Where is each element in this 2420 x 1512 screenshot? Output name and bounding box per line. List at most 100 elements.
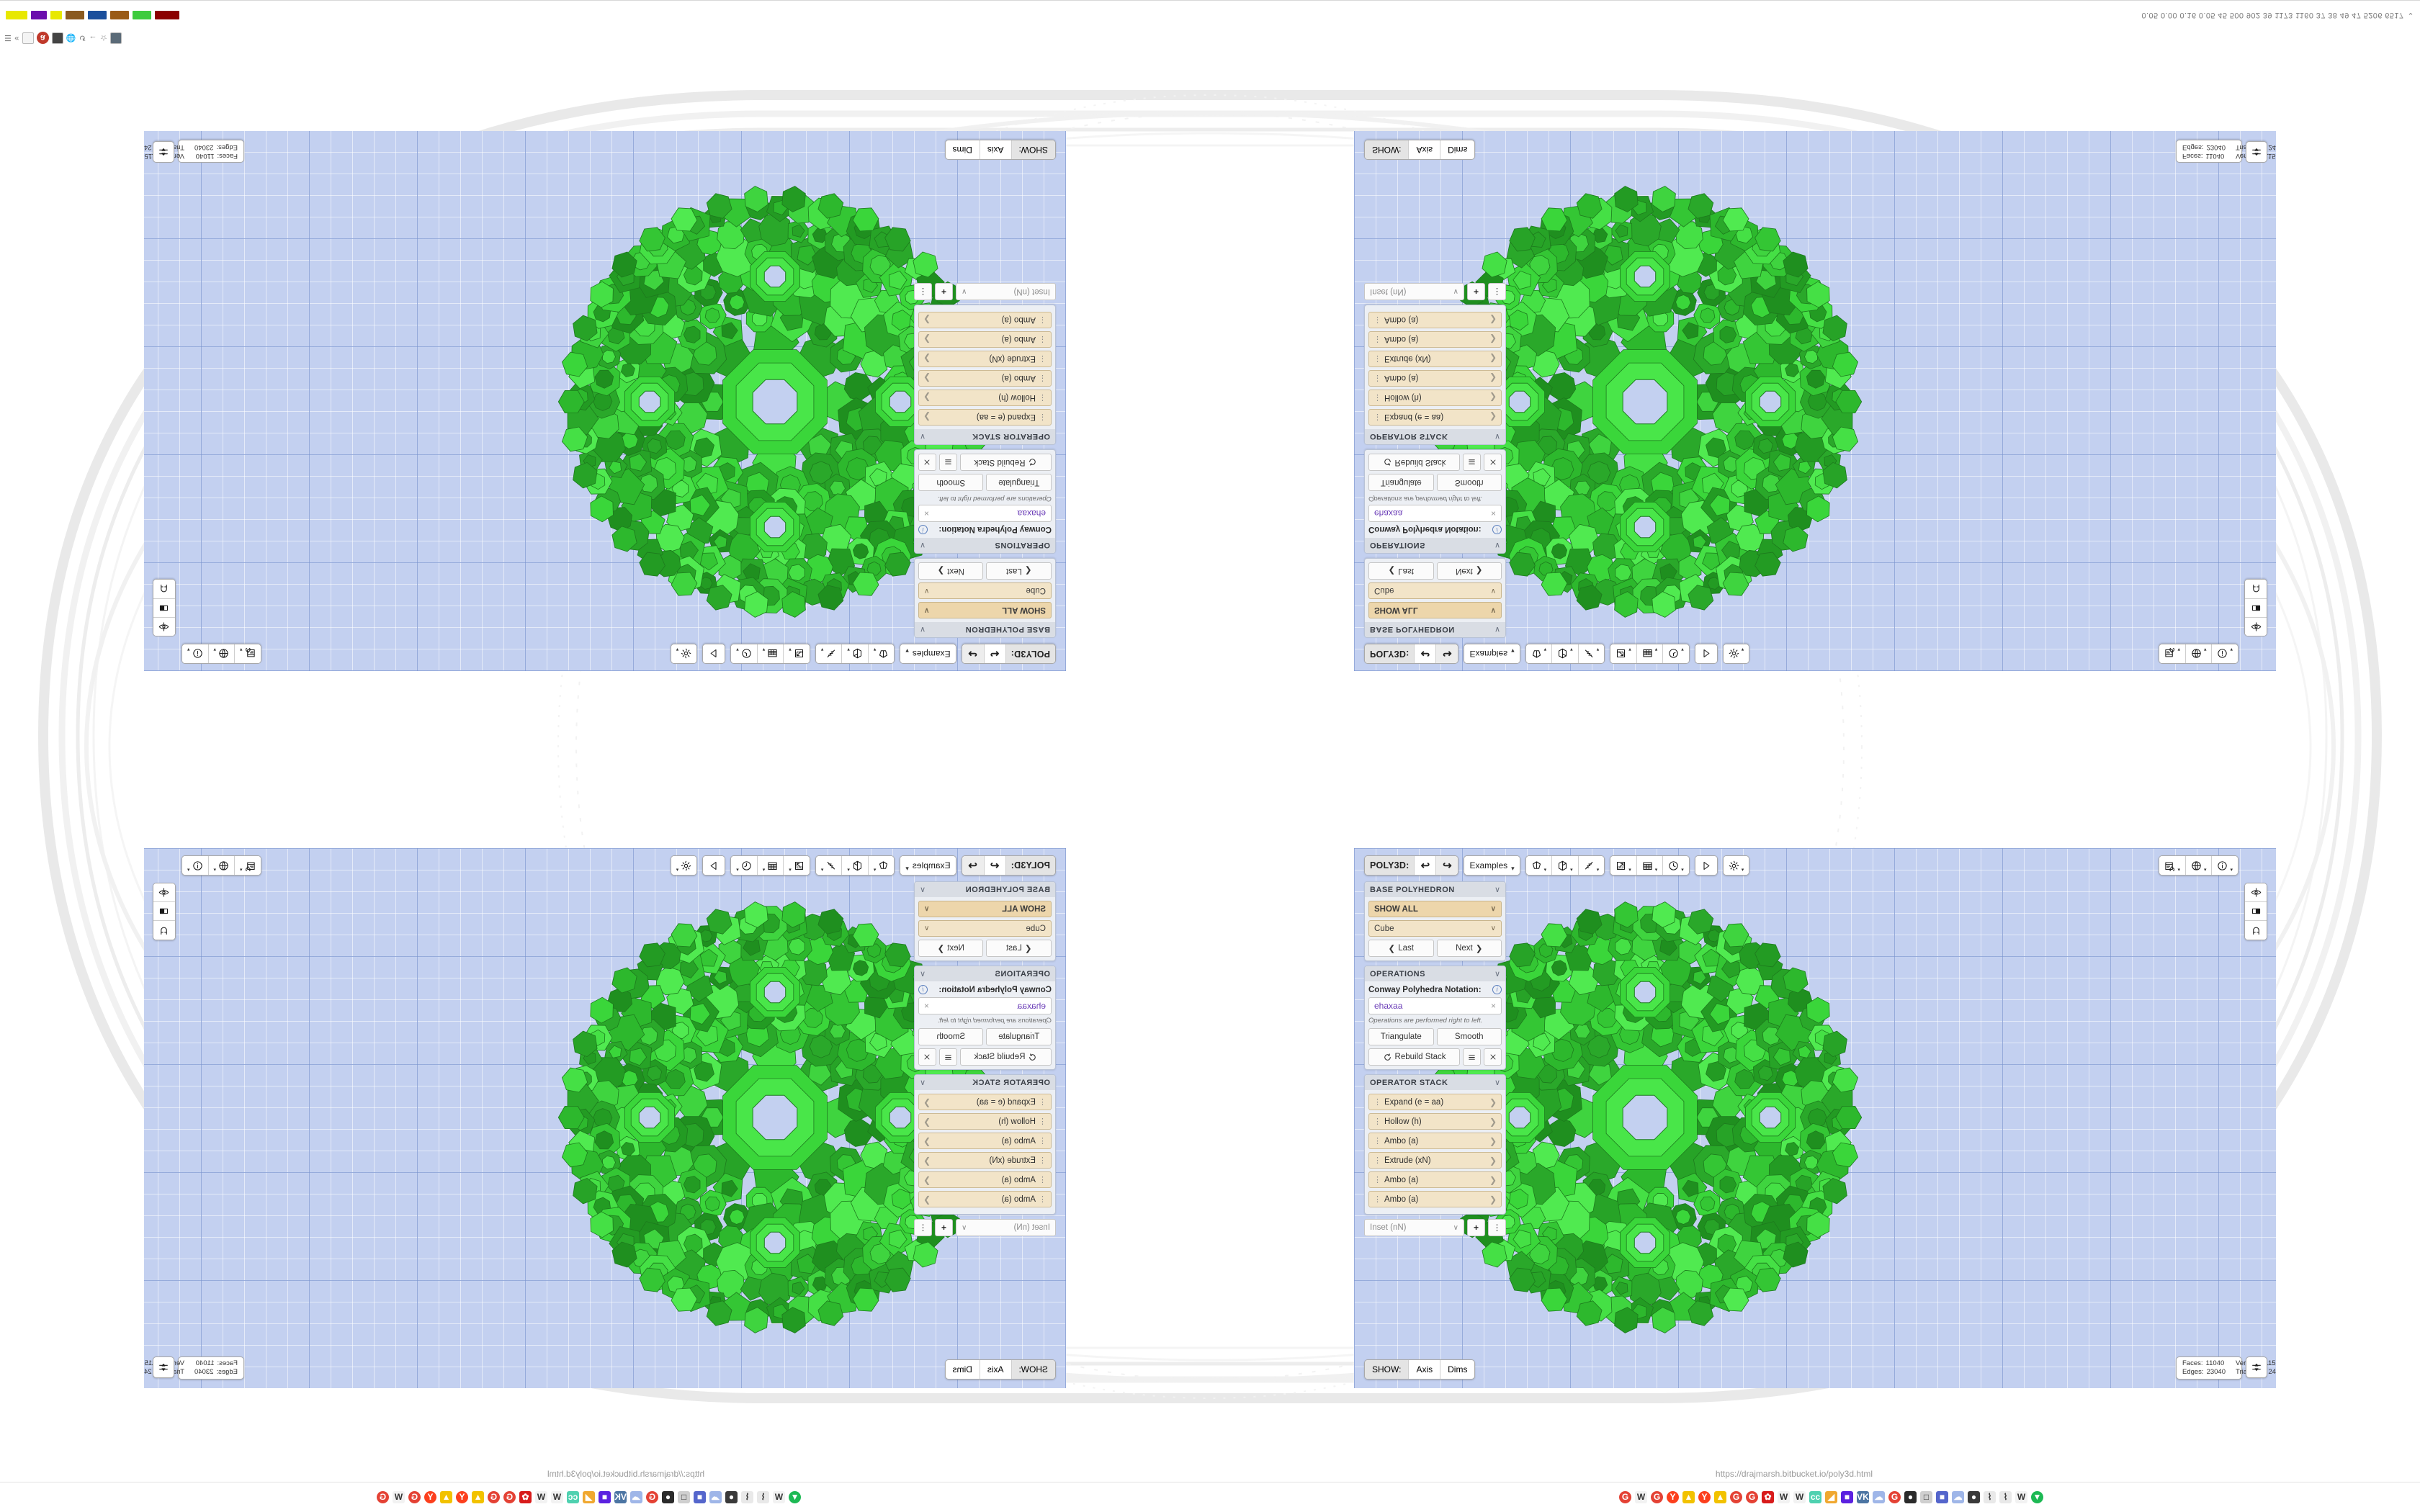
edges-view-button[interactable]: ▾ [815, 856, 842, 875]
cloud-icon[interactable]: ☁ [630, 1491, 642, 1503]
shape-select[interactable]: Cube ∨ [918, 582, 1052, 599]
app-window-bottom-left[interactable]: POLY3D: ↩ ↪ Examples ▾ ▾ ▾ ▾ EXP ▾ ▾ ▾ ▾ ▾ ▾ ▾ BASE POLY… [144, 848, 1066, 1388]
list-view-button[interactable] [1463, 454, 1481, 471]
rebuild-stack-button[interactable]: Rebuild Stack [1368, 1048, 1460, 1066]
add-operator-button[interactable]: + [935, 283, 953, 300]
toolbar-group-examples[interactable]: Examples ▾ [1464, 855, 1520, 876]
clear-icon[interactable]: × [1490, 508, 1496, 518]
table-button[interactable]: ▾ [1636, 856, 1664, 875]
operator-stack-item[interactable]: ⋮ Ambo (a) ❯ [918, 331, 1052, 348]
solid-view-button[interactable]: ▾ [841, 856, 868, 875]
operator-type-select[interactable]: Inset (nN) ∨ [956, 283, 1056, 300]
chevron-right-icon[interactable]: ❯ [1489, 392, 1497, 403]
info-button[interactable]: ▾ [2212, 644, 2238, 663]
add-operator-button[interactable]: + [1467, 283, 1485, 300]
chevron-right-icon[interactable]: ❯ [923, 392, 931, 403]
nav-buttons[interactable]: ❮ Last Next ❯ [918, 562, 1052, 580]
cc-icon[interactable]: cc [567, 1491, 579, 1503]
chrome-icon[interactable]: G [377, 1491, 389, 1503]
clear-stack-button[interactable] [1484, 1048, 1502, 1066]
eye-toggle[interactable] [153, 617, 175, 636]
info-icon[interactable]: i [1492, 985, 1502, 994]
edges-view-button[interactable]: ▾ [1578, 644, 1605, 663]
globe-icon[interactable]: 🌐 [66, 33, 76, 42]
toolbar-group[interactable]: EXP ▾ ▾ ▾ [1610, 644, 1690, 664]
app-window-top-right[interactable]: POLY3D: ↩ ↪ Examples ▾ ▾ ▾ ▾ EXP ▾ ▾ ▾ ▾ ▾ ▾ ▾ BASE POLY… [1354, 131, 2276, 671]
drag-handle-icon[interactable]: ⋮ [1039, 413, 1047, 421]
chevron-down-icon[interactable]: ∨ [920, 886, 926, 894]
drag-handle-icon[interactable]: ⋮ [1373, 1117, 1381, 1126]
export-button[interactable]: EXP ▾ [1610, 644, 1637, 663]
list-view-button[interactable] [939, 1048, 957, 1066]
toolbar-group-examples[interactable]: Examples ▾ [900, 855, 956, 876]
viewport-3d[interactable]: POLY3D: ↩ ↪ Examples ▾ ▾ ▾ ▾ EXP ▾ ▾ ▾ ▾ ▾ ▾ ▾ BASE POLY… [144, 131, 1066, 671]
dolphin-icon[interactable]: ⌇ [741, 1491, 753, 1503]
operator-menu-button[interactable]: ⋮ [1488, 283, 1506, 300]
drag-handle-icon[interactable]: ⋮ [1039, 335, 1047, 343]
operator-stack-item[interactable]: ⋮ Ambo (a) ❯ [1368, 1133, 1502, 1149]
operator-stack-item[interactable]: ⋮ Expand (e = aa) ❯ [1368, 409, 1502, 426]
add-operator-row[interactable]: Inset (nN) ∨ + ⋮ [914, 1219, 1056, 1236]
toolbar-group[interactable] [702, 855, 726, 876]
dolphin-icon[interactable]: ⌇ [757, 1491, 769, 1503]
table-button[interactable]: ▾ [756, 856, 784, 875]
edges-view-button[interactable]: ▾ [815, 644, 842, 663]
operator-stack-item[interactable]: ⋮ Hollow (h) ❯ [918, 1113, 1052, 1130]
card-header[interactable]: OPERATOR STACK ∨ [915, 429, 1055, 444]
drag-handle-icon[interactable]: ⋮ [1039, 1098, 1047, 1107]
last-button[interactable]: ❮ Last [986, 562, 1052, 580]
bookmark-icon[interactable] [6, 11, 27, 20]
toolbar-group[interactable]: ▾ ▾ ▾ [1525, 644, 1605, 664]
rebuild-stack-button[interactable]: Rebuild Stack [960, 1048, 1052, 1066]
toolbar-group[interactable]: EXP ▾ ▾ ▾ [1610, 855, 1690, 876]
wikipedia-icon[interactable]: W [1778, 1491, 1790, 1503]
operator-stack-item[interactable]: ⋮ Expand (e = aa) ❯ [1368, 1094, 1502, 1110]
chrome-icon[interactable]: G [646, 1491, 658, 1503]
app-window-top-left[interactable]: POLY3D: ↩ ↪ Examples ▾ ▾ ▾ ▾ EXP ▾ ▾ ▾ ▾ ▾ ▾ ▾ BASE POLY… [144, 131, 1066, 671]
photo-icon[interactable]: ▲ [1714, 1491, 1726, 1503]
operator-stack-item[interactable]: ⋮ Extrude (xN) ❯ [1368, 351, 1502, 367]
chevron-right-icon[interactable]: ❯ [1489, 373, 1497, 384]
vk-icon[interactable]: VK [1857, 1491, 1869, 1503]
examples-dropdown[interactable]: Examples ▾ [900, 856, 956, 875]
axis-toggle[interactable]: Axis [979, 140, 1011, 159]
control-panel[interactable]: BASE POLYHEDRON ∨ SHOW ALL ∨ Cube ∨ ❮ Last Next ❯… [1364, 283, 1506, 638]
toolbar-group[interactable]: ▾ [670, 855, 698, 876]
translate-icon[interactable] [110, 32, 122, 44]
bookmark-icon[interactable] [66, 11, 84, 20]
yandex-icon[interactable]: Y [424, 1491, 436, 1503]
operator-stack-item[interactable]: ⋮ Ambo (a) ❯ [1368, 370, 1502, 387]
show-all-select[interactable]: SHOW ALL ∨ [918, 602, 1052, 618]
undo-button[interactable]: ↩ [1415, 644, 1437, 663]
card-header[interactable]: OPERATIONS ∨ [915, 538, 1055, 553]
history-button[interactable]: ▾ [2159, 856, 2186, 875]
chevron-down-icon[interactable]: ⌄ [2407, 11, 2414, 19]
rebuild-stack-button[interactable]: Rebuild Stack [960, 454, 1052, 471]
menu-icon[interactable]: ☰ [4, 33, 12, 42]
operator-stack-item[interactable]: ⋮ Hollow (h) ❯ [1368, 390, 1502, 406]
globe-button[interactable]: ▾ [2185, 644, 2213, 663]
dims-toggle[interactable]: Dims [952, 145, 972, 155]
smooth-button[interactable]: Smooth [918, 474, 984, 491]
drag-handle-icon[interactable]: ⋮ [1039, 1137, 1047, 1146]
show-bar[interactable]: SHOW: Axis Dims [1364, 140, 1476, 160]
chevron-right-icon[interactable]: ❯ [1489, 1155, 1497, 1166]
back-icon[interactable]: « [14, 34, 19, 42]
info-icon[interactable]: i [918, 525, 928, 534]
chrome-icon[interactable]: G [1746, 1491, 1758, 1503]
triangulate-button[interactable]: Triangulate [1368, 474, 1434, 491]
drag-handle-icon[interactable]: ⋮ [1373, 1176, 1381, 1184]
app-window-bottom-right[interactable]: POLY3D: ↩ ↪ Examples ▾ ▾ ▾ ▾ EXP ▾ ▾ ▾ ▾ ▾ ▾ ▾ BASE POLY… [1354, 848, 2276, 1388]
chevron-down-icon[interactable]: ∨ [1494, 886, 1500, 894]
view-controls[interactable] [153, 579, 176, 636]
triangulate-button[interactable]: Triangulate [986, 474, 1052, 491]
clear-stack-button[interactable] [918, 1048, 936, 1066]
operator-stack-item[interactable]: ⋮ Expand (e = aa) ❯ [918, 409, 1052, 426]
last-button[interactable]: ❮ Last [986, 940, 1052, 957]
message-icon[interactable]: ■ [599, 1491, 611, 1503]
wikipedia-icon[interactable]: W [1635, 1491, 1647, 1503]
control-panel[interactable]: BASE POLYHEDRON ∨ SHOW ALL ∨ Cube ∨ ❮ Last Next ❯… [914, 881, 1056, 1236]
chevron-right-icon[interactable]: ❯ [923, 1116, 931, 1127]
chevron-down-icon[interactable]: ∨ [920, 970, 926, 978]
solid-view-button[interactable]: ▾ [841, 644, 868, 663]
